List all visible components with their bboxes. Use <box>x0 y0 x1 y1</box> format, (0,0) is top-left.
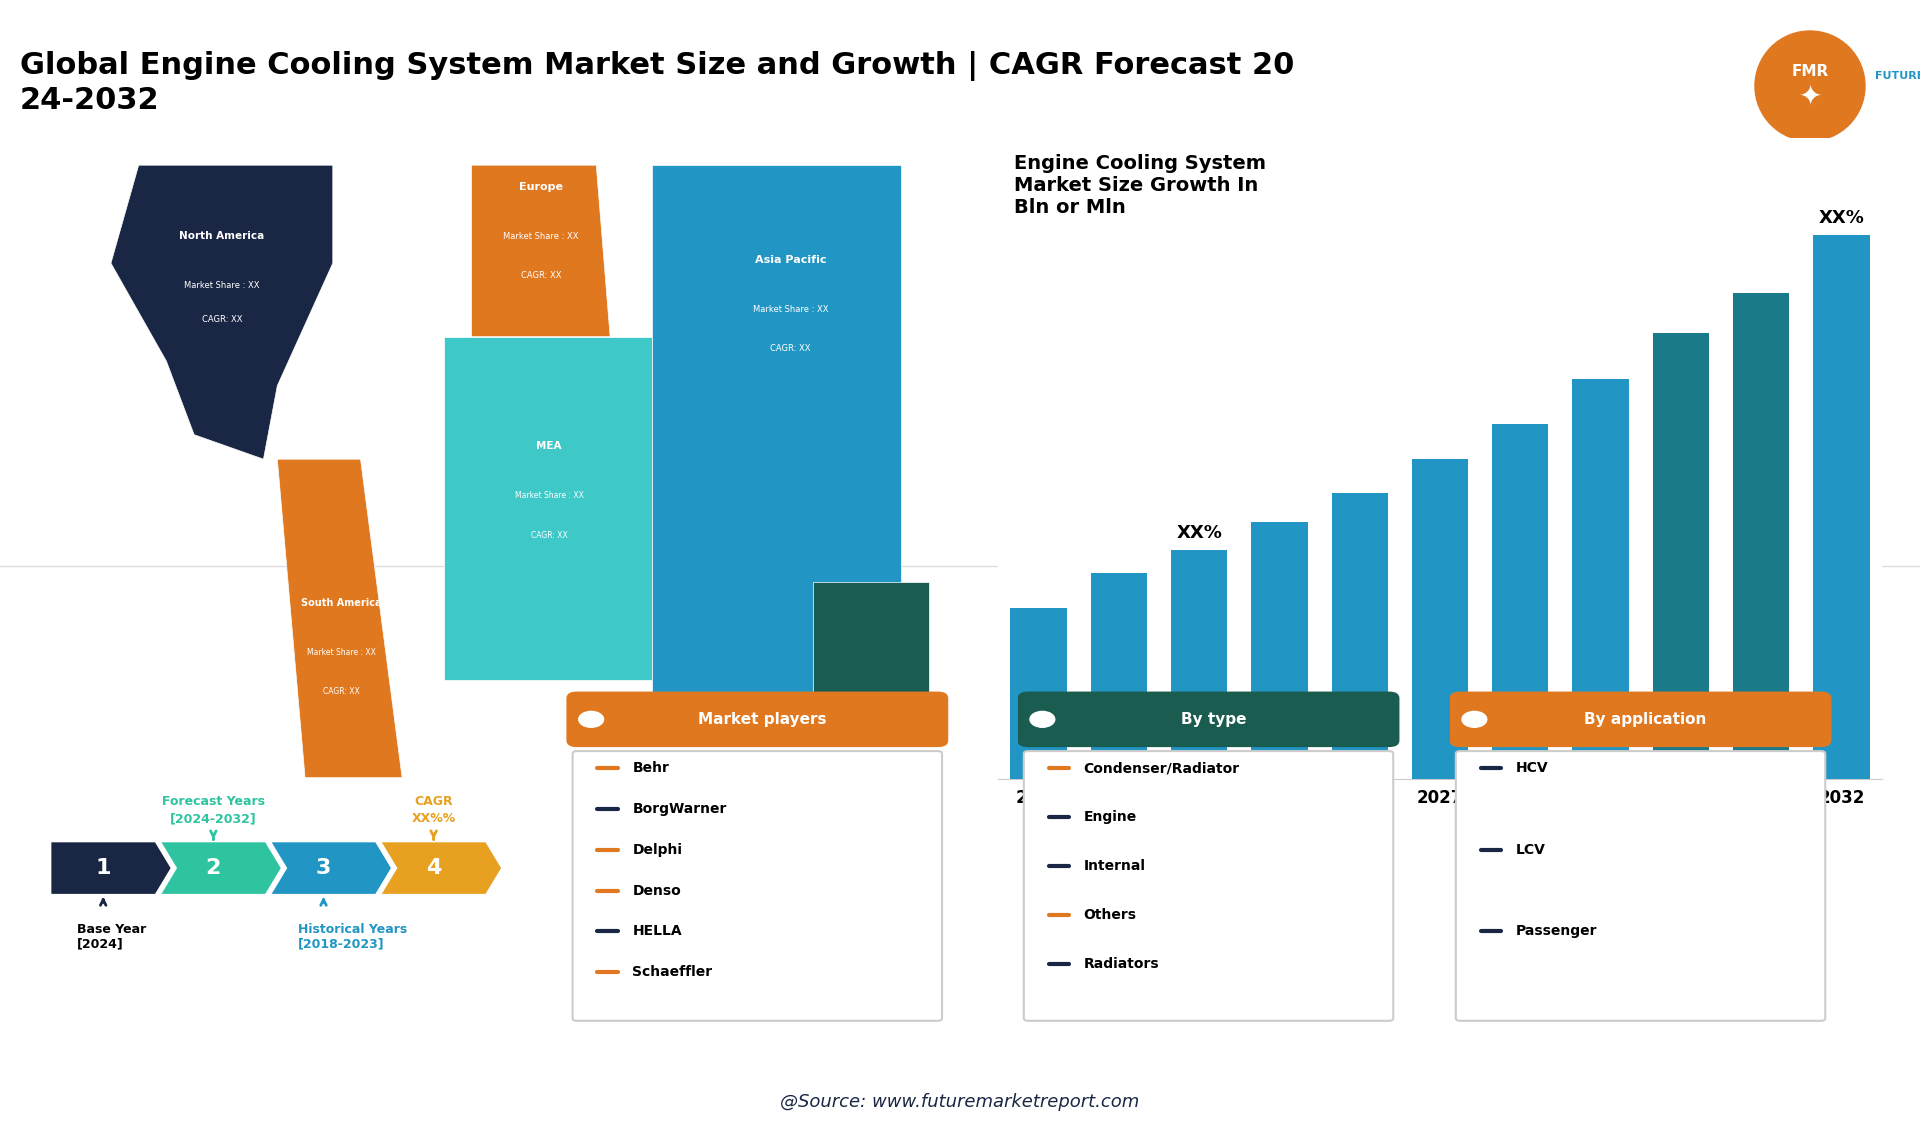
Text: North America: North America <box>179 230 265 241</box>
Text: CAGR: XX: CAGR: XX <box>520 270 561 280</box>
Text: Schaeffler: Schaeffler <box>632 965 712 979</box>
FancyBboxPatch shape <box>566 691 948 747</box>
FancyBboxPatch shape <box>1023 751 1394 1021</box>
Text: Forecast Years: Forecast Years <box>161 795 265 808</box>
Text: South America: South America <box>301 598 382 609</box>
Text: CAGR: XX: CAGR: XX <box>202 315 242 324</box>
Polygon shape <box>812 582 929 704</box>
Polygon shape <box>52 842 171 894</box>
FancyBboxPatch shape <box>572 751 943 1021</box>
Circle shape <box>1461 712 1486 728</box>
FancyBboxPatch shape <box>1455 751 1826 1021</box>
Text: Behr: Behr <box>632 761 670 775</box>
Text: XX%%: XX%% <box>411 813 455 825</box>
Polygon shape <box>273 842 392 894</box>
Text: Passenger: Passenger <box>1515 925 1597 939</box>
Text: Asia Pacific: Asia Pacific <box>755 256 826 265</box>
Text: ✦: ✦ <box>1799 83 1822 110</box>
Text: 2: 2 <box>205 858 221 878</box>
Polygon shape <box>111 165 332 460</box>
Text: Denso: Denso <box>632 884 682 897</box>
Text: Market Share : XX: Market Share : XX <box>753 305 828 314</box>
Text: HCV: HCV <box>1515 761 1548 775</box>
Text: XX%: XX% <box>1177 524 1221 542</box>
Text: Market Share : XX: Market Share : XX <box>503 231 578 241</box>
Bar <box>1734 292 1789 779</box>
Text: Engine Cooling System
Market Size Growth In
Bln or Mln: Engine Cooling System Market Size Growth… <box>1014 154 1267 217</box>
Text: Others: Others <box>1083 908 1137 923</box>
Text: CAGR: XX: CAGR: XX <box>770 345 810 353</box>
Text: BorgWarner: BorgWarner <box>632 802 728 816</box>
Text: 1: 1 <box>96 858 111 878</box>
Text: By type: By type <box>1181 712 1246 727</box>
Bar <box>1812 235 1870 779</box>
Text: [2024]: [2024] <box>77 937 125 950</box>
FancyBboxPatch shape <box>1450 691 1832 747</box>
Text: MEA: MEA <box>536 441 563 452</box>
Text: Historical Years: Historical Years <box>298 923 407 935</box>
Text: 4: 4 <box>426 858 442 878</box>
Text: Europe: Europe <box>518 182 563 191</box>
Bar <box>1091 573 1146 779</box>
Text: CAGR: CAGR <box>415 795 453 808</box>
Polygon shape <box>276 460 401 778</box>
Text: Market Share : XX: Market Share : XX <box>307 649 376 657</box>
Polygon shape <box>382 842 501 894</box>
Text: HELLA: HELLA <box>632 925 682 939</box>
Text: By application: By application <box>1584 712 1707 727</box>
FancyBboxPatch shape <box>1018 691 1400 747</box>
Bar <box>1492 424 1548 779</box>
Bar <box>1010 607 1068 779</box>
Text: Delphi: Delphi <box>632 842 682 857</box>
Text: XX%: XX% <box>1818 209 1864 227</box>
Text: Radiators: Radiators <box>1083 957 1160 971</box>
Circle shape <box>1755 31 1864 141</box>
Polygon shape <box>161 842 280 894</box>
Text: Base Year: Base Year <box>77 923 146 935</box>
Bar <box>1252 521 1308 779</box>
Bar <box>1653 332 1709 779</box>
Circle shape <box>1029 712 1054 728</box>
Bar <box>1411 458 1469 779</box>
Bar <box>1572 378 1628 779</box>
Text: Internal: Internal <box>1083 860 1146 873</box>
Text: Market Share : XX: Market Share : XX <box>515 492 584 501</box>
Text: FUTURE MARKET REPORT: FUTURE MARKET REPORT <box>1876 71 1920 81</box>
Text: LCV: LCV <box>1515 842 1546 857</box>
Text: Market players: Market players <box>699 712 828 727</box>
Text: Engine: Engine <box>1083 810 1137 824</box>
Text: CAGR: XX: CAGR: XX <box>323 688 359 697</box>
Circle shape <box>578 712 603 728</box>
Bar <box>1171 550 1227 779</box>
Bar <box>1332 493 1388 779</box>
Text: Market Share : XX: Market Share : XX <box>184 281 259 290</box>
Text: Global Engine Cooling System Market Size and Growth | CAGR Forecast 20
24-2032: Global Engine Cooling System Market Size… <box>19 52 1294 115</box>
Text: @Source: www.futuremarketreport.com: @Source: www.futuremarketreport.com <box>780 1093 1140 1110</box>
Text: [2024-2032]: [2024-2032] <box>171 813 257 825</box>
Polygon shape <box>472 165 611 337</box>
Text: [2018-2023]: [2018-2023] <box>298 937 384 950</box>
Polygon shape <box>444 337 651 680</box>
Polygon shape <box>651 165 900 729</box>
Text: Condenser/Radiator: Condenser/Radiator <box>1083 761 1240 775</box>
Text: CAGR: XX: CAGR: XX <box>530 531 568 540</box>
Text: FMR: FMR <box>1791 63 1828 78</box>
Text: 3: 3 <box>315 858 332 878</box>
